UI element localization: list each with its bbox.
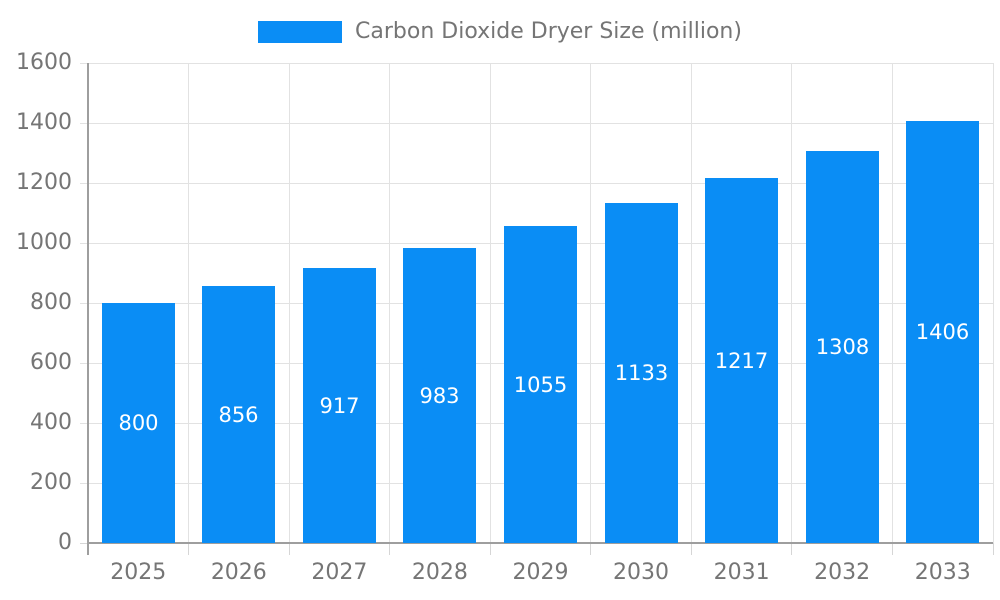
legend[interactable]: Carbon Dioxide Dryer Size (million) xyxy=(0,20,1000,44)
x-gridline xyxy=(891,63,893,543)
y-axis-line xyxy=(87,63,89,555)
y-tick-label: 400 xyxy=(30,410,72,435)
x-tick-label: 2032 xyxy=(814,560,871,585)
x-gridline xyxy=(389,63,391,543)
x-tick-label: 2033 xyxy=(914,560,971,585)
y-tick-label: 0 xyxy=(58,530,72,555)
bar: 1308 xyxy=(806,151,879,543)
x-tick-label: 2030 xyxy=(613,560,670,585)
bar-value-label: 1308 xyxy=(815,335,870,359)
y-tick-label: 600 xyxy=(30,350,72,375)
x-axis-tick xyxy=(992,543,994,555)
x-gridline xyxy=(188,63,190,543)
x-gridline xyxy=(992,63,994,543)
y-tick-label: 1600 xyxy=(16,50,72,75)
x-axis-line xyxy=(88,542,993,544)
bar-value-label: 1055 xyxy=(513,372,568,397)
x-gridline xyxy=(590,63,592,543)
bar-value-label: 800 xyxy=(118,411,159,435)
x-tick-label: 2029 xyxy=(512,560,569,585)
x-axis-tick xyxy=(288,543,290,555)
bar: 1055 xyxy=(504,226,577,543)
x-gridline xyxy=(791,63,793,543)
x-gridline xyxy=(690,63,692,543)
bar: 856 xyxy=(202,286,275,543)
y-tick-label: 1000 xyxy=(16,230,72,255)
legend-swatch-icon xyxy=(258,21,343,43)
x-tick-label: 2027 xyxy=(311,560,368,585)
bar: 1133 xyxy=(605,203,678,543)
y-axis-tick xyxy=(80,542,88,544)
x-gridline xyxy=(489,63,491,543)
x-gridline xyxy=(288,63,290,543)
x-axis-tick xyxy=(690,543,692,555)
bar: 1406 xyxy=(906,121,979,543)
y-gridline xyxy=(80,122,993,124)
bar: 1217 xyxy=(705,178,778,543)
bar: 917 xyxy=(303,268,376,543)
x-axis-tick xyxy=(188,543,190,555)
y-tick-label: 1200 xyxy=(16,170,72,195)
bar-value-label: 983 xyxy=(419,383,460,408)
bar: 983 xyxy=(403,248,476,543)
x-axis-tick xyxy=(389,543,391,555)
x-axis-tick xyxy=(891,543,893,555)
x-tick-label: 2028 xyxy=(411,560,468,585)
x-axis-tick xyxy=(489,543,491,555)
bar-value-label: 1406 xyxy=(915,320,970,344)
y-gridline xyxy=(80,62,993,64)
bar: 800 xyxy=(102,303,175,543)
bar-value-label: 1217 xyxy=(714,348,769,373)
bar-value-label: 917 xyxy=(319,393,360,418)
x-tick-label: 2025 xyxy=(110,560,167,585)
legend-label: Carbon Dioxide Dryer Size (million) xyxy=(355,19,742,44)
y-tick-label: 1400 xyxy=(16,110,72,135)
x-axis-tick xyxy=(791,543,793,555)
x-tick-label: 2026 xyxy=(210,560,267,585)
y-tick-label: 200 xyxy=(30,470,72,495)
y-tick-label: 800 xyxy=(30,290,72,315)
bar-value-label: 856 xyxy=(218,402,259,427)
y-gridline xyxy=(80,182,993,184)
x-axis-tick xyxy=(590,543,592,555)
x-tick-label: 2031 xyxy=(713,560,770,585)
bar-value-label: 1133 xyxy=(614,361,669,385)
